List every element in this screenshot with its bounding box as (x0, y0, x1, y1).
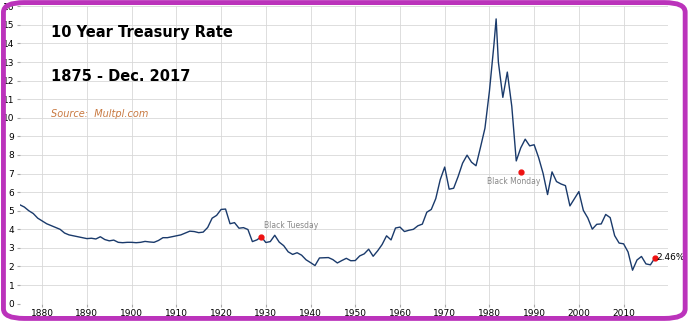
Text: Source:  Multpl.com: Source: Multpl.com (51, 108, 148, 118)
Text: 10 Year Treasury Rate: 10 Year Treasury Rate (51, 25, 233, 40)
Text: Black Monday: Black Monday (487, 178, 540, 187)
Text: Black Tuesday: Black Tuesday (264, 221, 318, 230)
Text: 1875 - Dec. 2017: 1875 - Dec. 2017 (51, 69, 190, 84)
Text: 2.46%: 2.46% (657, 254, 685, 263)
